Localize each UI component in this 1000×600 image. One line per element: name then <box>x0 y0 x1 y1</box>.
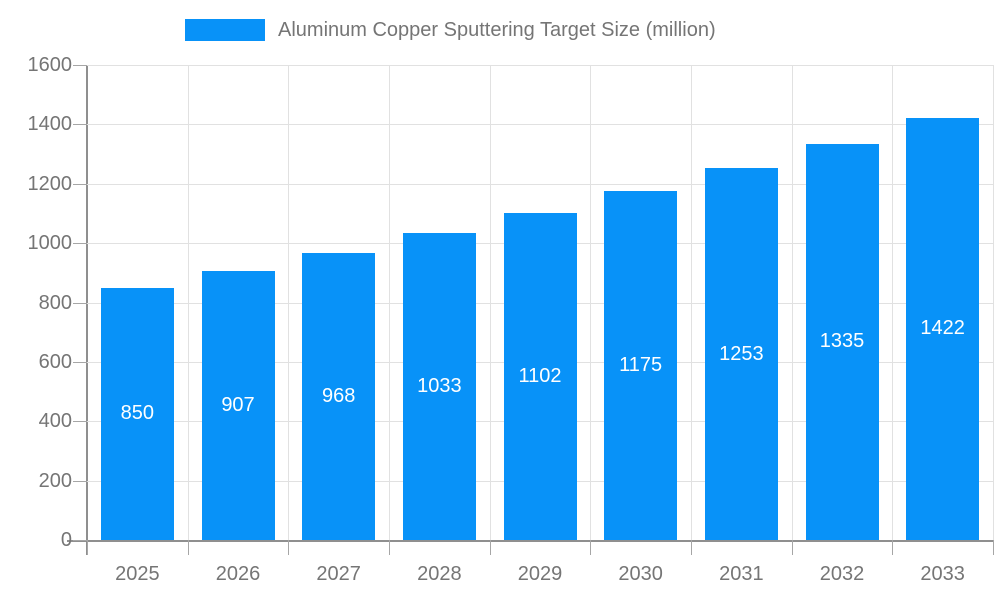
x-axis-line <box>67 540 993 542</box>
y-gridline <box>87 65 993 66</box>
y-gridline <box>87 124 993 126</box>
x-axis-label: 2028 <box>417 563 462 585</box>
y-axis-tick <box>73 361 87 363</box>
y-axis-label: 800 <box>38 291 72 314</box>
y-axis-label: 400 <box>38 410 72 433</box>
bar[interactable]: 850 <box>100 287 174 540</box>
y-gridline <box>87 183 993 185</box>
x-axis-tick <box>590 540 592 555</box>
bar[interactable]: 1175 <box>604 191 678 540</box>
x-axis-tick <box>87 540 88 555</box>
x-axis-tick <box>288 540 290 555</box>
y-axis-line <box>86 65 88 555</box>
x-axis-label: 2032 <box>819 563 865 585</box>
bar[interactable]: 1253 <box>704 168 778 540</box>
x-axis-tick <box>691 540 692 555</box>
x-axis-tick <box>892 540 894 555</box>
x-gridline <box>993 65 994 540</box>
x-gridline <box>288 65 290 540</box>
legend-label: Aluminum Copper Sputtering Target Size (… <box>278 18 716 41</box>
x-axis-label: 2030 <box>618 563 663 585</box>
bar-value-label: 850 <box>120 402 155 425</box>
x-axis-label: 2027 <box>316 563 361 585</box>
x-gridline <box>187 65 189 540</box>
y-axis-tick <box>73 480 87 482</box>
bar-value-label: 1422 <box>920 317 965 340</box>
bar[interactable]: 1102 <box>503 212 577 540</box>
y-axis-label: 0 <box>60 529 72 551</box>
y-axis-tick <box>73 540 87 541</box>
y-axis-label: 1400 <box>27 113 73 136</box>
legend[interactable]: Aluminum Copper Sputtering Target Size (… <box>185 17 716 43</box>
x-gridline <box>691 65 692 540</box>
bar-value-label: 907 <box>221 393 255 416</box>
y-axis-tick <box>73 421 87 423</box>
x-gridline <box>791 65 793 540</box>
legend-swatch <box>185 19 265 41</box>
y-axis-label: 600 <box>38 350 72 373</box>
bar-value-label: 1175 <box>619 354 663 377</box>
y-axis-label: 1600 <box>27 54 73 76</box>
x-axis-label: 2026 <box>215 563 261 585</box>
x-axis-label: 2029 <box>517 563 563 585</box>
x-axis-tick <box>187 540 189 555</box>
bar-value-label: 1335 <box>819 330 865 353</box>
plot-area: 850 907 968 1033 1102 1175 1253 1335 1422 <box>67 65 994 555</box>
x-axis-label: 2025 <box>115 563 160 585</box>
y-axis-tick <box>73 65 87 66</box>
x-gridline <box>590 65 592 540</box>
y-axis-tick <box>73 183 87 185</box>
bar[interactable]: 1033 <box>402 233 476 540</box>
x-axis-label: 2031 <box>719 563 764 585</box>
x-axis-tick <box>791 540 793 555</box>
bar[interactable]: 907 <box>201 270 275 540</box>
x-gridline <box>489 65 491 540</box>
x-axis-label: 2033 <box>920 563 965 585</box>
x-gridline <box>892 65 894 540</box>
x-gridline <box>389 65 390 540</box>
x-axis-tick <box>489 540 491 555</box>
y-axis-tick <box>73 302 87 304</box>
bar-value-label: 1102 <box>518 364 562 387</box>
bar[interactable]: 1335 <box>805 143 879 540</box>
y-axis-tick <box>73 243 87 245</box>
y-axis-tick <box>73 124 87 126</box>
bar-value-label: 968 <box>321 384 356 407</box>
x-axis-tick <box>993 540 994 555</box>
bar-value-label: 1253 <box>719 342 764 365</box>
bar-value-label: 1033 <box>417 375 462 398</box>
bar[interactable]: 968 <box>302 252 376 540</box>
y-axis-label: 1000 <box>27 232 73 255</box>
y-axis-label: 200 <box>38 469 72 492</box>
x-axis-tick <box>389 540 390 555</box>
bar[interactable]: 1422 <box>906 117 980 540</box>
y-axis-label: 1200 <box>27 172 73 195</box>
